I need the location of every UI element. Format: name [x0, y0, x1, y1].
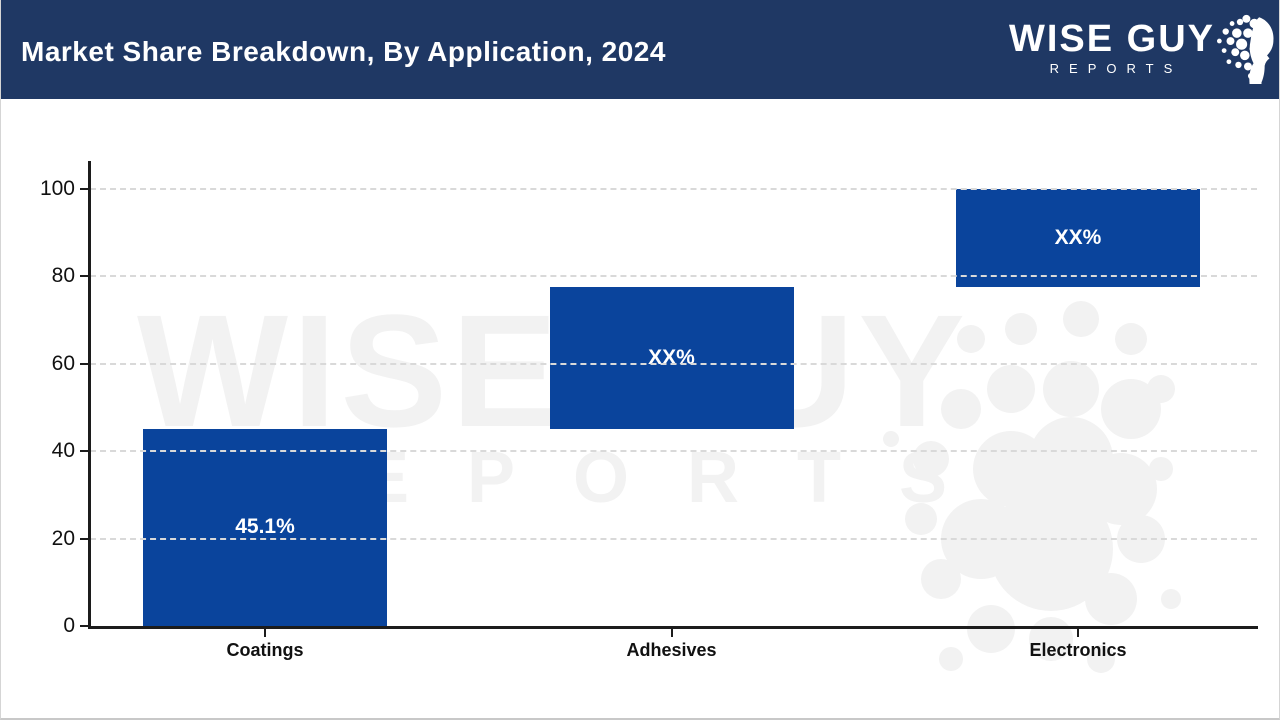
y-tick [80, 275, 88, 277]
y-tick-label: 20 [51, 526, 75, 550]
y-tick [80, 450, 88, 452]
gridline [90, 275, 1257, 277]
x-tick [670, 629, 673, 637]
y-tick-label: 80 [51, 264, 75, 287]
y-axis-line [88, 161, 91, 628]
x-tick [1077, 629, 1079, 637]
page-title: Market Share Breakdown, By Application, … [21, 36, 666, 67]
gridline [90, 362, 1257, 365]
y-tick [80, 625, 88, 627]
bar-value-label: 45.1% [235, 515, 295, 539]
gridline [90, 450, 1257, 452]
header-bar: Market Share Breakdown, By Application, … [1, 0, 1279, 99]
bar-electronics: XX% [956, 188, 1200, 288]
x-tick [264, 629, 266, 637]
logo-text: WISE GUY [1008, 18, 1215, 60]
bar-adhesives: XX% [549, 287, 794, 429]
y-tick-label: 40 [51, 439, 75, 462]
watermark-face-icon [883, 301, 1181, 673]
gridline [90, 537, 1257, 540]
y-tick-label: 0 [63, 614, 75, 637]
logo-subtext: REPORTS [1049, 61, 1183, 76]
wise-guy-logo: WISE GUY REPORTS [1009, 20, 1215, 76]
wise-guy-face-icon [1216, 14, 1274, 84]
bar-coatings: 45.1% [143, 428, 387, 626]
y-tick-label: 100 [39, 176, 75, 200]
y-tick [80, 187, 88, 190]
x-tick-label: Coatings [226, 640, 304, 660]
x-tick-label: Electronics [1029, 640, 1127, 660]
gridline [90, 187, 1257, 190]
y-tick [80, 362, 88, 365]
chart-area: WISE GUY REPORTS 02040608010045.1%Coatin… [1, 99, 1279, 718]
x-tick-label: Adhesives [626, 640, 717, 660]
y-tick [80, 537, 88, 540]
bar-value-label: XX% [648, 346, 695, 370]
bar-value-label: XX% [1054, 225, 1102, 249]
x-axis-line [88, 626, 1258, 629]
y-tick-label: 60 [51, 351, 75, 375]
